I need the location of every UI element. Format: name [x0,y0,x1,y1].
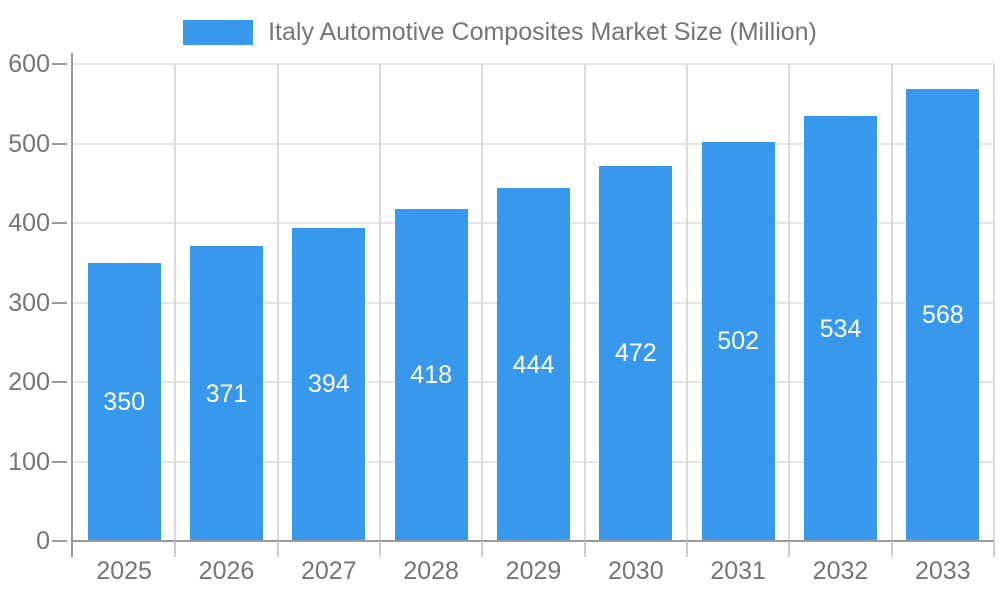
bar [804,116,877,541]
bar [190,246,263,541]
gridline-vertical [788,64,791,541]
y-axis-tick-label: 600 [8,50,50,78]
gridline-vertical [481,64,484,541]
x-axis-tick-label: 2032 [812,557,869,585]
bar-value-label: 394 [307,370,350,399]
x-axis-tick [890,541,893,557]
bar [906,89,980,541]
bar-value-label: 371 [205,379,248,408]
bar-value-label: 444 [512,350,555,379]
gridline-vertical [686,64,688,541]
bar [394,208,468,541]
gridline-vertical [276,64,279,541]
bar-value-label: 418 [410,360,453,389]
y-axis-tick-label: 100 [8,447,50,476]
gridline-vertical [379,64,381,541]
x-axis-tick-label: 2025 [96,557,152,585]
x-axis-tick-label: 2031 [710,557,766,585]
bar [87,262,161,541]
y-axis-tick [52,142,67,145]
y-axis-tick-label: 400 [8,209,50,237]
x-axis-tick [379,541,381,557]
gridline-vertical [174,64,177,541]
y-axis-tick-label: 0 [36,527,50,555]
x-axis-tick [276,541,279,557]
bar-value-label: 350 [103,387,146,416]
x-axis-tick-label: 2029 [505,557,562,585]
gridline-horizontal [73,63,994,65]
bar-value-label: 534 [819,314,862,343]
legend-swatch [183,20,254,45]
x-axis-line [71,540,994,542]
y-axis-tick [52,301,67,304]
bar-value-label: 472 [614,339,657,368]
gridline-horizontal [73,142,994,145]
x-axis-tick-label: 2026 [198,557,255,585]
y-axis-tick [52,460,67,463]
bar-value-label: 568 [921,301,964,330]
x-axis-tick-label: 2027 [301,557,357,585]
x-axis-tick [686,541,688,557]
legend: Italy Automotive Composites Market Size … [0,18,1000,47]
y-axis-tick-label: 500 [8,129,50,158]
y-axis-tick [52,381,67,383]
y-axis-line [71,53,73,557]
x-axis-tick-label: 2033 [915,557,971,585]
gridline-vertical [993,64,995,541]
x-axis-tick [481,541,484,557]
bar [292,227,366,541]
bar [497,188,570,541]
y-axis-tick [52,540,67,542]
y-axis-tick [52,63,67,65]
x-axis-tick [788,541,791,557]
gridline-vertical [583,64,586,541]
y-axis-tick-label: 300 [8,288,50,317]
legend-title: Italy Automotive Composites Market Size … [268,18,817,46]
y-axis-tick-label: 200 [8,368,50,396]
x-axis-tick [174,541,177,557]
x-axis-tick [993,541,995,557]
x-axis-tick-label: 2030 [608,557,664,585]
bar [701,141,775,541]
x-axis-tick-label: 2028 [403,557,459,585]
x-axis-tick [583,541,586,557]
gridline-vertical [890,64,893,541]
bar [599,165,673,541]
y-axis-tick [52,222,67,224]
bar-value-label: 502 [717,327,760,356]
